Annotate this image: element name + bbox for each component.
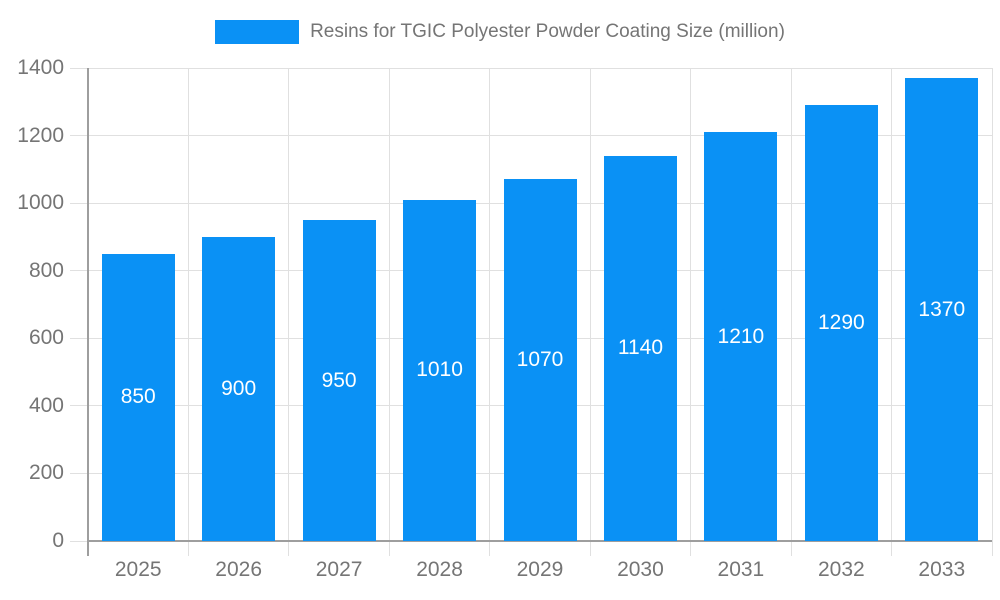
x-tick-label: 2032 — [817, 558, 865, 581]
x-tick-label: 2030 — [617, 558, 664, 581]
legend-label: Resins for TGIC Polyester Powder Coating… — [310, 21, 785, 42]
v-gridline — [388, 68, 390, 556]
bar-value-label: 1370 — [918, 297, 966, 321]
x-tick-label: 2028 — [416, 558, 463, 581]
bar-value-label: 950 — [321, 368, 357, 392]
bar[interactable] — [302, 220, 376, 541]
h-gridline — [70, 135, 992, 137]
bar[interactable] — [403, 199, 477, 541]
y-tick-label: 600 — [28, 326, 64, 350]
bar[interactable] — [905, 78, 979, 541]
bar[interactable] — [503, 179, 577, 541]
v-gridline — [891, 68, 893, 556]
v-gridline — [589, 68, 591, 556]
bar[interactable] — [202, 236, 276, 541]
v-gridline — [991, 68, 993, 556]
bar-value-label: 1070 — [516, 348, 564, 372]
x-tick-label: 2029 — [516, 558, 564, 581]
bar[interactable] — [704, 132, 778, 541]
bar-value-label: 1290 — [817, 311, 865, 335]
y-tick-label: 200 — [28, 461, 64, 485]
x-tick-label: 2027 — [315, 558, 363, 581]
x-tick-label: 2026 — [215, 558, 263, 581]
v-gridline — [288, 68, 290, 556]
chart-legend[interactable]: Resins for TGIC Polyester Powder Coating… — [0, 20, 1000, 44]
y-axis-line — [87, 68, 89, 556]
legend-swatch — [215, 20, 300, 44]
bar[interactable] — [603, 155, 677, 541]
y-tick-label: 1400 — [17, 56, 64, 79]
x-axis-line — [88, 540, 992, 542]
bar-value-label: 1010 — [416, 358, 463, 382]
y-tick-label: 1000 — [17, 191, 64, 215]
y-tick-label: 400 — [28, 393, 64, 417]
v-gridline — [690, 68, 692, 556]
v-gridline — [790, 68, 792, 556]
bar[interactable] — [804, 105, 878, 541]
bar-value-label: 1210 — [717, 324, 765, 348]
h-gridline — [70, 67, 992, 69]
bar[interactable] — [101, 253, 175, 541]
bar-value-label: 850 — [120, 385, 156, 409]
y-tick-label: 800 — [28, 258, 64, 282]
x-tick-label: 2025 — [114, 558, 162, 581]
y-tick-label: 0 — [52, 529, 64, 552]
bar-value-label: 900 — [221, 376, 257, 400]
x-tick-label: 2031 — [717, 558, 765, 581]
y-tick — [70, 540, 88, 542]
x-tick-label: 2033 — [918, 558, 966, 581]
v-gridline — [489, 68, 491, 556]
bar-value-label: 1140 — [617, 336, 664, 360]
v-gridline — [187, 68, 189, 556]
y-tick-label: 1200 — [17, 123, 64, 147]
